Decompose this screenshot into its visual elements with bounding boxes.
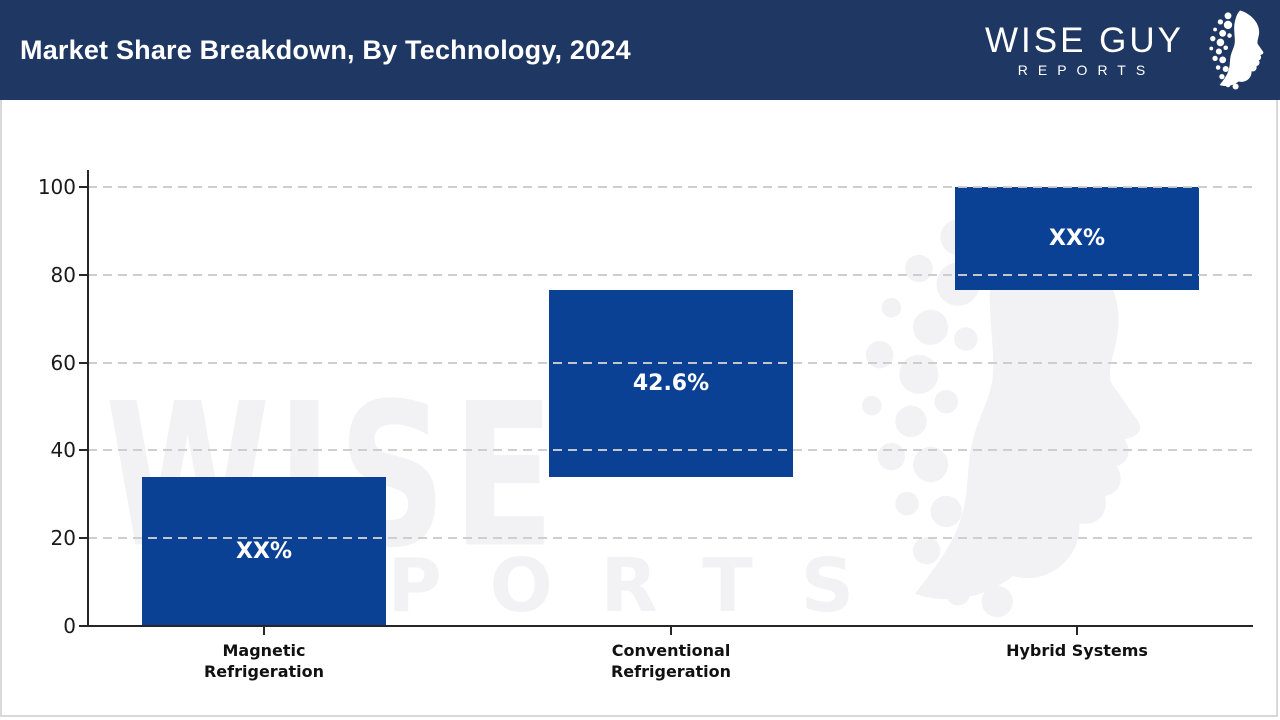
bar-3: XX% xyxy=(955,187,1199,290)
x-axis-spine xyxy=(87,625,1253,627)
x-category-line: Magnetic xyxy=(222,641,306,660)
x-category-line: Hybrid Systems xyxy=(1006,641,1148,660)
x-tick-mark-3 xyxy=(1076,627,1078,635)
bar-value-label-2: 42.6% xyxy=(632,370,710,396)
x-category-label-3: Hybrid Systems xyxy=(927,640,1227,661)
gridline-40 xyxy=(88,449,1253,452)
y-tick-label-60: 60 xyxy=(50,350,76,375)
bar-2: 42.6% xyxy=(549,289,793,477)
y-tick-mark-20 xyxy=(79,537,87,540)
page-title: Market Share Breakdown, By Technology, 2… xyxy=(20,34,631,65)
bar-value-label-3: XX% xyxy=(1049,225,1105,251)
y-tick-label-0: 0 xyxy=(63,614,76,638)
logo-wordmark-bottom: REPORTS xyxy=(1017,62,1156,78)
x-tick-mark-2 xyxy=(670,627,672,635)
gridline-20 xyxy=(88,537,1253,540)
bar-value-label-1: XX% xyxy=(236,538,292,564)
y-tick-mark-0 xyxy=(79,625,87,627)
y-tick-label-100: 100 xyxy=(37,175,76,199)
bar-1: XX% xyxy=(142,476,386,626)
y-tick-label-80: 80 xyxy=(50,262,76,287)
logo-wordmark-top: WISE GUY xyxy=(984,21,1184,60)
gridline-60 xyxy=(88,361,1253,364)
y-tick-mark-100 xyxy=(79,186,87,188)
gridline-80 xyxy=(88,273,1253,276)
wiseguy-logo: WISE GUY REPORTS xyxy=(985,8,1280,92)
x-category-line: Refrigeration xyxy=(203,662,324,681)
logo-wordmark: WISE GUY REPORTS xyxy=(984,21,1184,79)
header-bar: Market Share Breakdown, By Technology, 2… xyxy=(0,0,1280,100)
x-category-line: Conventional xyxy=(611,641,731,660)
x-category-label-2: Conventional Refrigeration xyxy=(521,640,821,682)
y-tick-mark-40 xyxy=(79,449,87,452)
x-category-line: Refrigeration xyxy=(610,662,731,681)
y-tick-mark-80 xyxy=(79,273,87,276)
wiseguy-face-icon xyxy=(1209,10,1264,90)
y-tick-label-20: 20 xyxy=(50,526,76,551)
y-tick-mark-60 xyxy=(79,361,87,364)
gridline-100 xyxy=(88,186,1253,188)
x-tick-mark-1 xyxy=(263,627,265,635)
x-category-label-1: Magnetic Refrigeration xyxy=(114,640,414,682)
y-axis-spine xyxy=(87,170,89,627)
y-tick-label-40: 40 xyxy=(50,438,76,463)
